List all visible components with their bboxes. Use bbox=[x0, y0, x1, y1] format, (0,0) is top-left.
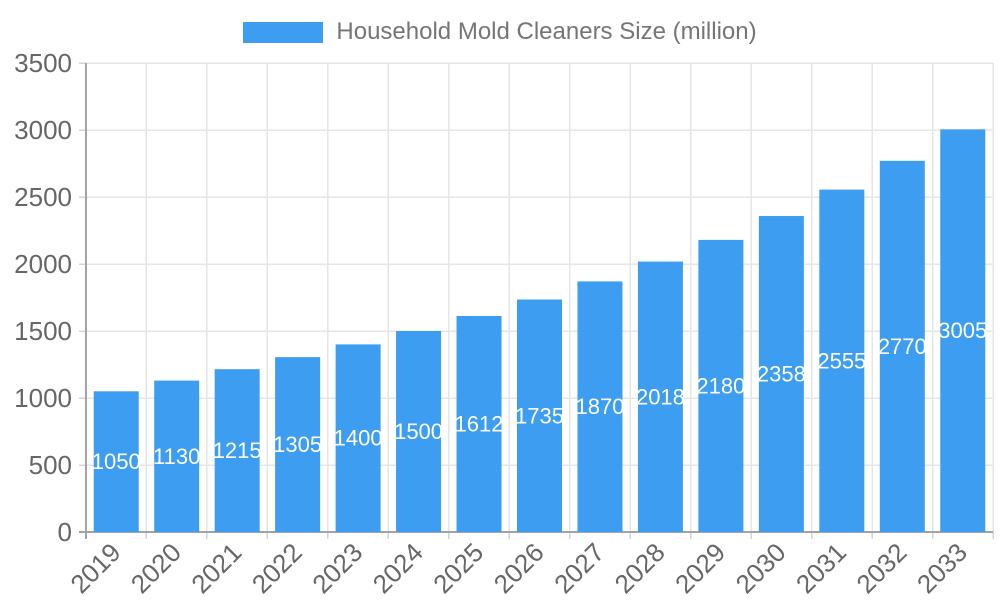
bar-value-label: 1612 bbox=[455, 411, 504, 436]
x-axis-tick-label: 2025 bbox=[427, 537, 489, 599]
bar-value-label: 1735 bbox=[515, 403, 564, 428]
x-axis-tick-label: 2028 bbox=[609, 537, 671, 599]
bar bbox=[396, 331, 442, 532]
bar-value-label: 2358 bbox=[757, 362, 806, 387]
x-axis-tick-label: 2029 bbox=[669, 537, 731, 599]
x-axis-tick-label: 2026 bbox=[488, 537, 550, 599]
x-axis-tick-label: 2032 bbox=[850, 537, 912, 599]
bar-value-label: 1215 bbox=[213, 438, 262, 463]
bar-value-label: 1400 bbox=[334, 426, 383, 451]
bar bbox=[819, 189, 865, 532]
x-axis-tick-label: 2024 bbox=[367, 537, 429, 599]
bar-value-label: 1130 bbox=[153, 444, 200, 469]
x-axis-tick-label: 2020 bbox=[125, 537, 187, 599]
bar-value-label: 1305 bbox=[273, 432, 322, 457]
bar bbox=[214, 369, 260, 532]
y-axis-tick-label: 2000 bbox=[14, 249, 72, 279]
bar bbox=[698, 239, 744, 532]
legend-swatch bbox=[243, 21, 324, 43]
x-axis-tick-label: 2031 bbox=[790, 537, 852, 599]
bar bbox=[275, 357, 321, 532]
bar bbox=[93, 391, 139, 532]
bar-value-label: 2180 bbox=[696, 373, 745, 398]
bar-value-label: 2555 bbox=[817, 348, 866, 373]
bar bbox=[456, 315, 502, 532]
chart-legend[interactable]: Household Mold Cleaners Size (million) bbox=[0, 18, 1000, 46]
x-axis-tick-label: 2023 bbox=[306, 537, 368, 599]
y-axis-tick-label: 2500 bbox=[14, 182, 72, 212]
bar bbox=[577, 281, 623, 532]
x-axis-tick-label: 2019 bbox=[64, 537, 126, 599]
y-axis-tick-label: 0 bbox=[58, 517, 72, 547]
bar bbox=[154, 380, 200, 532]
bar bbox=[940, 129, 986, 532]
bar bbox=[335, 344, 381, 532]
bar bbox=[879, 160, 925, 532]
y-axis-tick-label: 500 bbox=[29, 450, 72, 480]
x-axis-tick-label: 2030 bbox=[729, 537, 791, 599]
bar bbox=[758, 216, 804, 532]
bar-value-label: 2018 bbox=[636, 384, 685, 409]
x-axis-tick-label: 2027 bbox=[548, 537, 610, 599]
x-axis-tick-label: 2033 bbox=[911, 537, 973, 599]
bar-value-label: 1050 bbox=[92, 449, 141, 474]
y-axis-tick-label: 3000 bbox=[14, 115, 72, 145]
bar bbox=[637, 261, 683, 532]
y-axis-tick-label: 1000 bbox=[14, 383, 72, 413]
bar-value-label: 1870 bbox=[575, 394, 624, 419]
bar bbox=[517, 299, 562, 532]
y-axis-tick-label: 3500 bbox=[14, 48, 72, 78]
legend-series-label: Household Mold Cleaners Size (million) bbox=[336, 18, 757, 45]
bar-value-label: 2770 bbox=[878, 334, 927, 359]
y-axis-tick-label: 1500 bbox=[14, 316, 72, 346]
bar-value-label: 3005 bbox=[938, 318, 987, 343]
x-axis-tick-label: 2022 bbox=[246, 537, 308, 599]
x-axis-tick-label: 2021 bbox=[185, 537, 247, 599]
bar-value-label: 1500 bbox=[394, 419, 443, 444]
